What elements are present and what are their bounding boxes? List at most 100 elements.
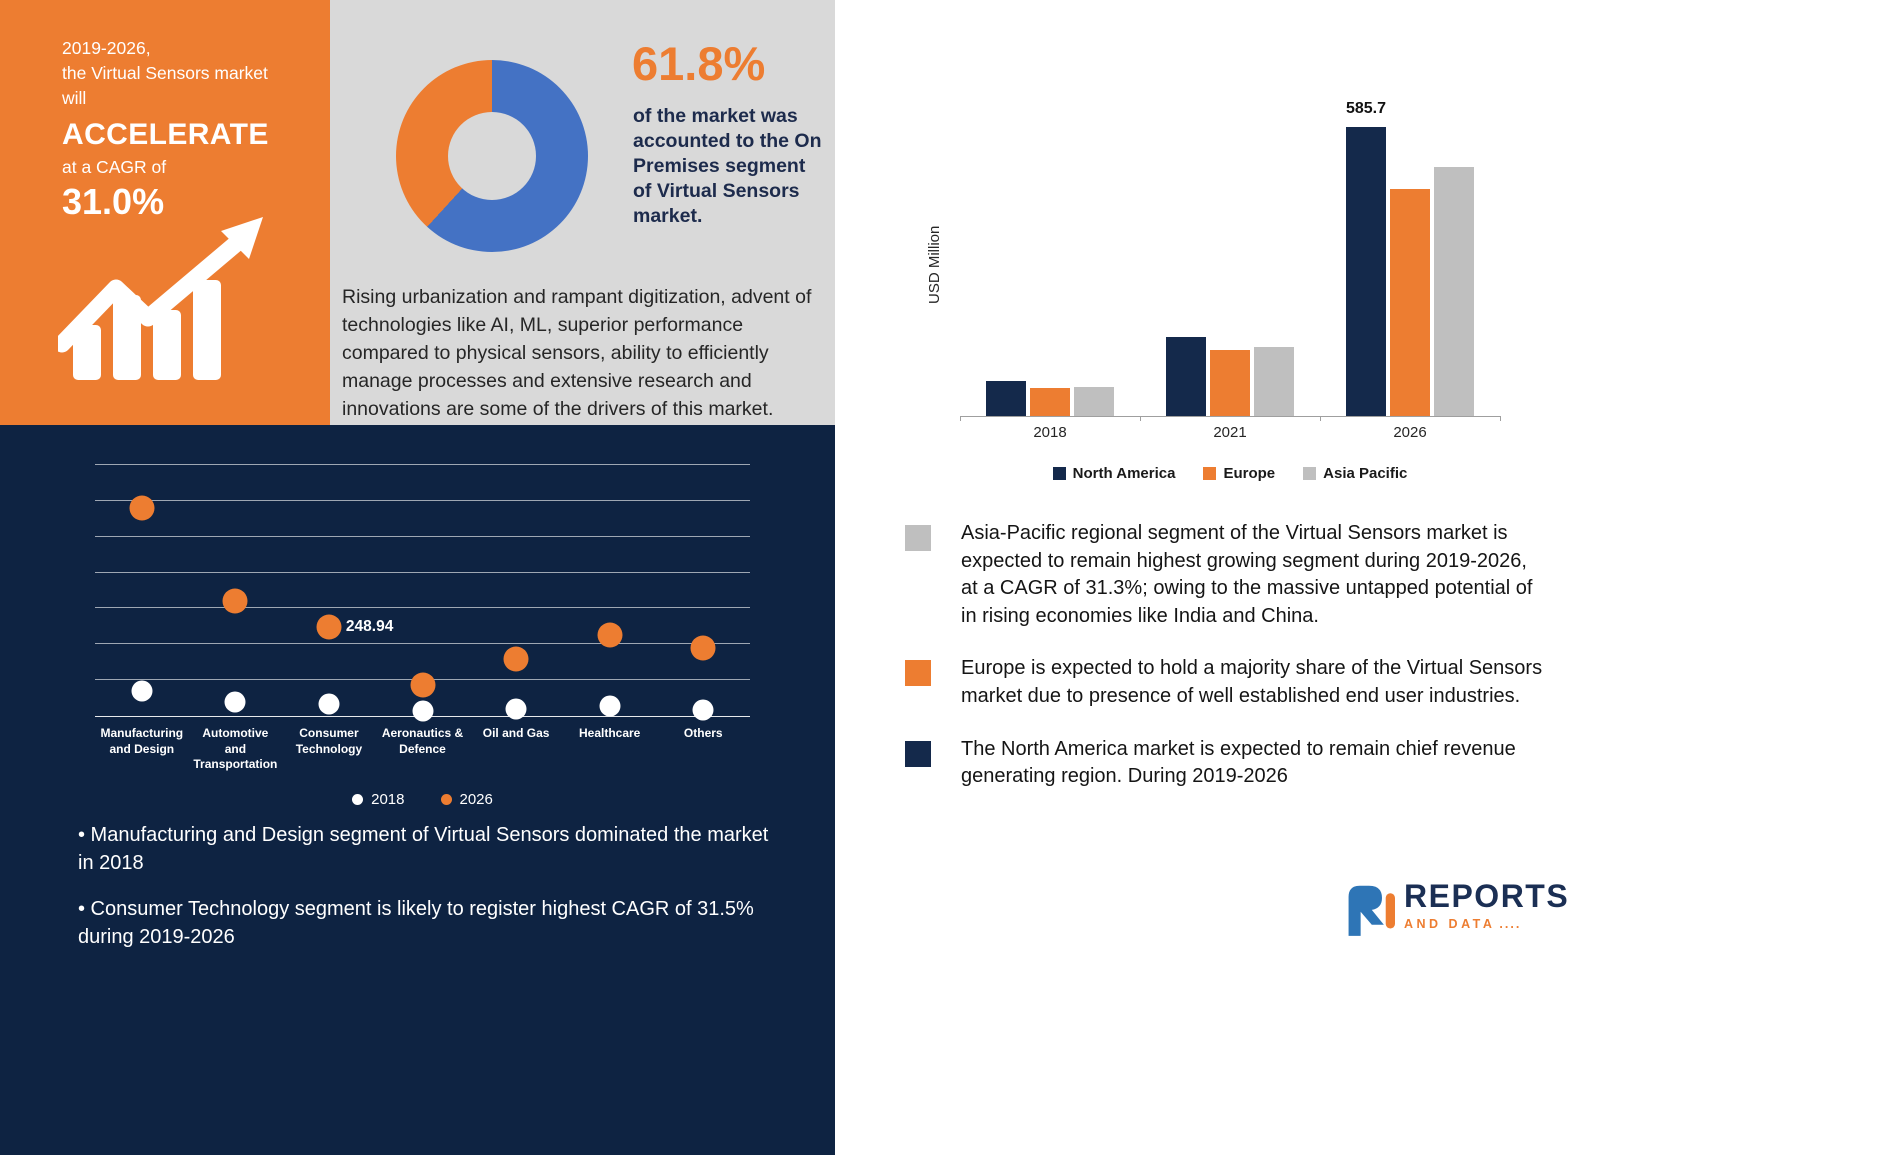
donut-hole — [448, 112, 536, 200]
legend-marker — [1203, 467, 1217, 480]
note-marker — [905, 660, 931, 687]
bar-europe — [1390, 188, 1430, 416]
x-axis-label: 2018 — [1033, 424, 1067, 441]
category-label: Automotive and Transportation — [193, 726, 278, 772]
note-marker — [905, 740, 931, 767]
gridline — [95, 464, 750, 465]
bullet-text: • Manufacturing and Design segment of Vi… — [78, 824, 769, 875]
legend-label: Asia Pacific — [1323, 465, 1408, 482]
scatter-dot-2018 — [412, 700, 433, 722]
bar-legend: North America Europe Asia Pacific — [960, 465, 1500, 482]
note-text: The North America market is expected to … — [961, 737, 1516, 788]
data-label: 585.7 — [1345, 99, 1387, 117]
scatter-dot-2018 — [599, 695, 621, 717]
regional-notes: Asia-Pacific regional segment of the Vir… — [905, 520, 1565, 816]
legend-label: 2026 — [459, 790, 493, 808]
legend-marker — [1052, 467, 1066, 480]
bar-europe — [1210, 350, 1250, 416]
category-label: Consumer Technology — [295, 726, 363, 756]
legend-item: 2026 — [440, 790, 493, 808]
bar-group — [960, 110, 1140, 416]
bar-group: 585.7 — [1320, 100, 1500, 416]
scatter-legend: 2018 2026 — [95, 791, 750, 808]
bar-europe — [1030, 387, 1070, 416]
note-text: Asia-Pacific regional segment of the Vir… — [961, 522, 1533, 627]
logo-mark-icon — [1348, 885, 1395, 936]
note: Europe is expected to hold a majority sh… — [905, 655, 1565, 710]
x-axis-label: 2021 — [1213, 424, 1247, 441]
cagr-prefix: at a CAGR of — [62, 156, 167, 177]
bar-north-america — [986, 381, 1026, 416]
legend-item: North America — [1052, 465, 1176, 482]
legend-label: 2018 — [371, 790, 405, 808]
legend-item: Asia Pacific — [1303, 465, 1407, 482]
note: The North America market is expected to … — [905, 736, 1565, 791]
bar-asia-pacific — [1254, 346, 1294, 416]
drivers-panel: 61.8% of the market was accounted to the… — [330, 0, 835, 425]
segment-bullets: • Manufacturing and Design segment of Vi… — [78, 821, 784, 969]
scatter-dot-2018 — [692, 699, 714, 721]
regional-bar-chart: USD Million 585.7 2018 2021 2026 North Ame… — [926, 100, 1501, 482]
intro-text: 2019-2026, the Virtual Sensors market wi… — [62, 36, 269, 223]
scatter-dot-2018 — [505, 698, 527, 720]
note-marker — [905, 525, 931, 551]
bar-north-america: 585.7 — [1346, 100, 1386, 416]
axis-tick — [1500, 416, 1501, 421]
note: Asia-Pacific regional segment of the Vir… — [905, 520, 1565, 630]
gridline — [95, 535, 750, 537]
note-text: Europe is expected to hold a majority sh… — [961, 657, 1543, 707]
accelerate-text: ACCELERATE — [62, 117, 269, 151]
bar-plot: 585.7 — [960, 100, 1501, 421]
bar-group — [1140, 110, 1320, 416]
scatter-dot-2018 — [318, 693, 340, 715]
scatter-dot-2026 — [690, 635, 716, 661]
intro-line-2: the Virtual Sensors market — [62, 62, 268, 83]
segment-panel: 248.94 Manufacturing and Design Automotiv… — [0, 425, 835, 1155]
regional-panel: USD Million 585.7 2018 2021 2026 North Ame… — [835, 0, 1890, 1155]
axis-tick — [1139, 416, 1141, 421]
intro-line-1: 2019-2026, — [62, 38, 151, 58]
category-label: Manufacturing and Design — [100, 726, 184, 756]
logo-subtitle-text: AND DATA — [1404, 917, 1496, 931]
bar-asia-pacific — [1074, 386, 1114, 416]
bullet-text: • Consumer Technology segment is likely … — [78, 897, 754, 949]
logo-dots: .... — [1499, 917, 1522, 931]
scatter-plot: 248.94 — [95, 464, 750, 722]
scatter-dot-2026 — [597, 622, 623, 648]
bar-north-america — [1166, 337, 1206, 416]
growth-arrow-icon — [58, 217, 263, 380]
gridline — [95, 607, 750, 609]
scatter-category-labels: Manufacturing and Design Automotive and T… — [95, 726, 750, 773]
legend-label: Europe — [1223, 465, 1276, 482]
legend-item: Europe — [1203, 465, 1275, 482]
scatter-dot-2026 — [316, 614, 342, 640]
legend-marker — [440, 793, 452, 805]
donut-chart — [396, 60, 588, 252]
reports-and-data-logo: REPORTS AND DATA.... — [1343, 880, 1569, 938]
bar-x-labels: 2018 2021 2026 — [960, 424, 1500, 441]
legend-label: North America — [1072, 465, 1176, 482]
x-axis-label: 2026 — [1393, 424, 1427, 441]
data-label: 248.94 — [345, 617, 394, 635]
legend-item: 2018 — [352, 790, 405, 808]
category-label: Aeronautics & Defence — [381, 726, 464, 756]
logo-text: REPORTS AND DATA.... — [1404, 880, 1569, 931]
segment-scatter-chart: 248.94 Manufacturing and Design Automotiv… — [95, 464, 750, 808]
y-axis-label: USD Million — [926, 225, 943, 305]
axis-tick — [1320, 416, 1321, 421]
scatter-dot-2026 — [410, 672, 435, 698]
legend-marker — [352, 793, 364, 805]
drivers-text: Rising urbanization and rampant digitiza… — [342, 286, 812, 420]
scatter-dot-2026 — [129, 495, 155, 521]
stat-value: 61.8% — [632, 37, 766, 90]
logo-subtitle: AND DATA.... — [1404, 917, 1569, 931]
gridline — [95, 499, 750, 501]
stat-caption: of the market was accounted to the On Pr… — [633, 105, 822, 227]
legend-marker — [1303, 467, 1317, 480]
gridline — [95, 643, 750, 645]
logo-title: REPORTS — [1404, 878, 1570, 914]
scatter-dot-2018 — [131, 680, 153, 702]
intro-panel: 2019-2026, the Virtual Sensors market wi… — [0, 0, 330, 425]
bar-asia-pacific — [1434, 166, 1474, 416]
